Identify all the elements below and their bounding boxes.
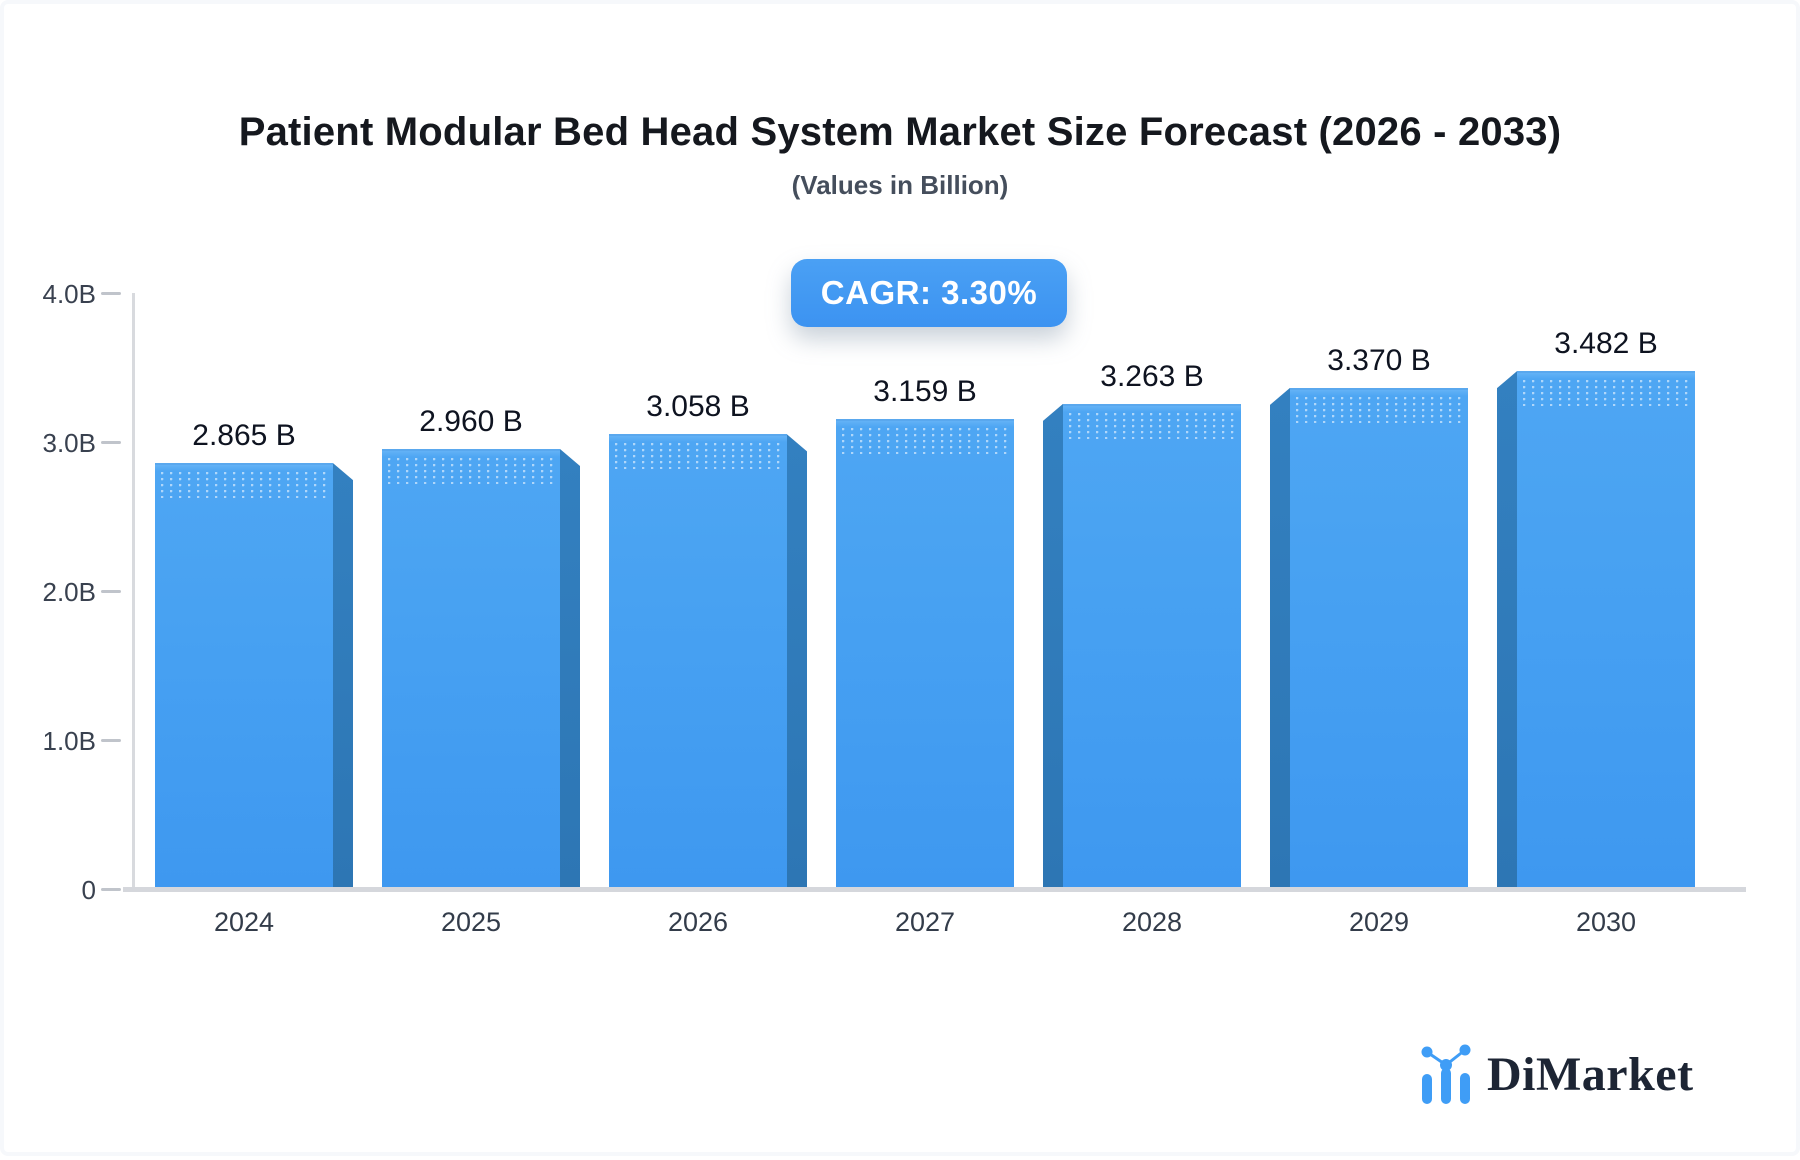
bar-side-3d <box>1497 371 1517 890</box>
bar-value-label: 3.263 B <box>1100 359 1204 393</box>
y-tick-label: 0 <box>81 875 96 905</box>
bar <box>609 434 787 890</box>
x-tick-label: 2028 <box>1121 907 1183 937</box>
bar <box>1290 387 1468 890</box>
x-tick-label: 2024 <box>213 907 275 937</box>
x-tick-label: 2025 <box>440 907 502 937</box>
y-tick-label: 4.0B <box>42 279 97 309</box>
y-tick-dash <box>101 888 121 891</box>
bar-value-label: 2.960 B <box>419 404 523 438</box>
bar <box>155 463 333 890</box>
y-tick-label: 2.0B <box>42 577 97 607</box>
cagr-badge: CAGR: 3.30% <box>791 259 1067 327</box>
bar-side-3d <box>1270 387 1290 890</box>
bar-side-3d <box>1043 403 1063 890</box>
bar-value-label: 2.865 B <box>192 419 296 453</box>
bar-value-label: 3.159 B <box>873 375 977 409</box>
bar-chart: 4.0B 3.0B 2.0B 1.0B 0 2.865 B 2024 2.960 B 2025 3… <box>4 4 1800 1160</box>
bar <box>1063 403 1241 890</box>
brand-logo: DiMarket <box>1419 1042 1694 1106</box>
bar <box>1517 371 1695 890</box>
x-tick-label: 2026 <box>667 907 729 937</box>
chart-title: Patient Modular Bed Head System Market S… <box>238 110 1562 154</box>
y-tick-dash <box>101 590 121 593</box>
bar-side-3d <box>333 463 353 890</box>
brand-logo-text: DiMarket <box>1487 1047 1694 1101</box>
y-tick-label: 1.0B <box>42 726 97 756</box>
bar-side-3d <box>560 448 580 890</box>
bar <box>836 419 1014 890</box>
mini-bar-chart-icon <box>1421 1044 1471 1104</box>
y-axis-line <box>132 293 135 890</box>
y-tick-dash <box>101 441 121 444</box>
x-tick-label: 2027 <box>894 907 956 937</box>
x-axis-line <box>123 887 1746 892</box>
y-tick-dash <box>101 292 121 295</box>
bar-value-label: 3.482 B <box>1554 327 1658 361</box>
bar <box>382 448 560 890</box>
y-tick-dash <box>101 739 121 742</box>
y-tick-label: 3.0B <box>42 428 97 458</box>
bar-side-3d <box>787 434 807 890</box>
x-tick-label: 2029 <box>1348 907 1410 937</box>
x-tick-label: 2030 <box>1575 907 1637 937</box>
bar-value-label: 3.370 B <box>1327 343 1431 377</box>
chart-subtitle: (Values in Billion) <box>791 170 1009 200</box>
bar-value-label: 3.058 B <box>646 390 750 424</box>
